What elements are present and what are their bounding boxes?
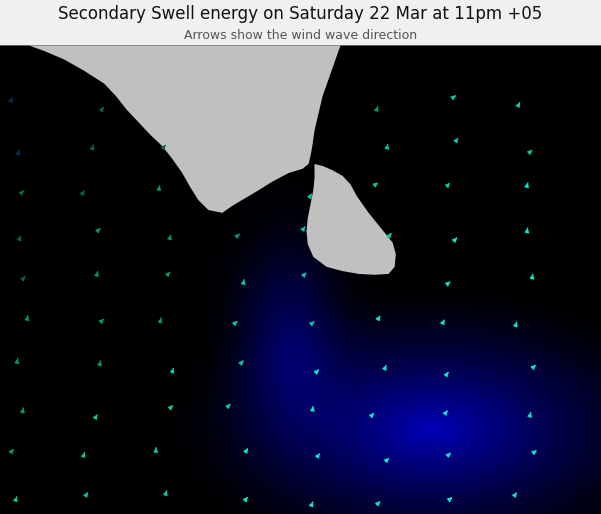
Text: Arrows show the wind wave direction: Arrows show the wind wave direction [184,29,417,42]
Polygon shape [28,45,341,213]
Polygon shape [307,164,396,275]
Text: Secondary Swell energy on Saturday 22 Mar at 11pm +05: Secondary Swell energy on Saturday 22 Ma… [58,5,543,23]
